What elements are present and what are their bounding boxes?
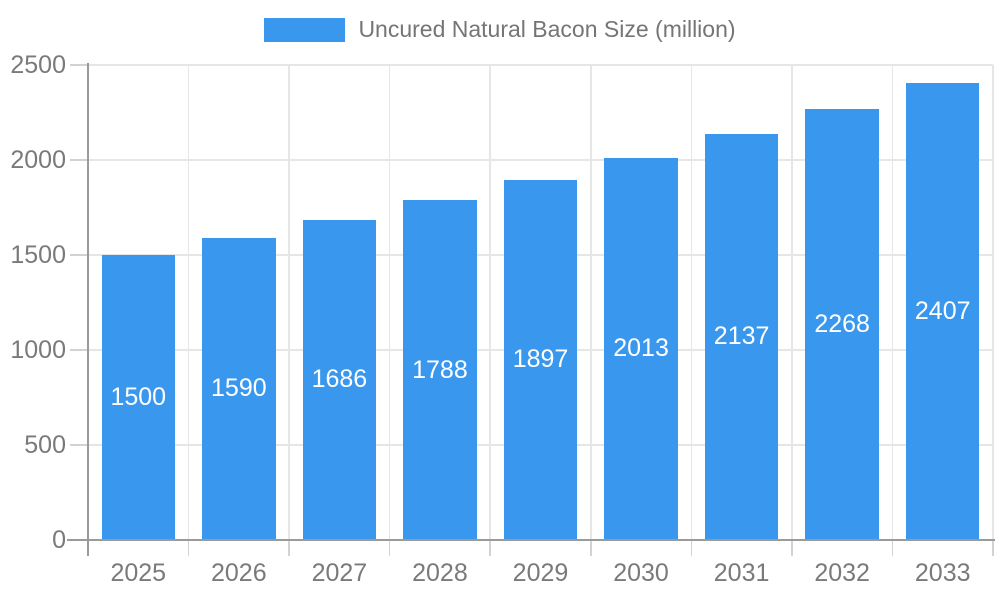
- y-axis-tick-label: 2000: [10, 146, 66, 174]
- x-axis-tick-label: 2029: [512, 559, 569, 587]
- x-axis-tick: [187, 540, 190, 556]
- x-axis-tick: [992, 540, 994, 556]
- x-axis-tick: [891, 540, 894, 556]
- y-axis-tick: [70, 159, 88, 161]
- bar-value-label: 1897: [512, 345, 569, 374]
- bar: 2268: [805, 109, 879, 540]
- bar-value-label: 2137: [713, 322, 770, 351]
- legend-label: Uncured Natural Bacon Size (million): [358, 16, 736, 42]
- x-axis-tick-label: 2026: [211, 559, 267, 587]
- bar: 1897: [503, 179, 578, 540]
- bar: 1590: [202, 237, 276, 540]
- x-axis-tick-label: 2025: [110, 559, 167, 587]
- bar: 2137: [704, 133, 779, 540]
- gridline-horizontal: [88, 159, 993, 161]
- gridline-vertical: [288, 65, 290, 540]
- bar-value-label: 2407: [914, 296, 971, 325]
- y-axis-tick: [70, 444, 88, 446]
- y-axis-tick: [70, 349, 88, 351]
- bar-value-label: 1686: [311, 365, 368, 394]
- x-axis-tick: [388, 540, 391, 556]
- y-axis-tick: [70, 254, 88, 256]
- legend-swatch: [264, 17, 346, 42]
- x-axis-tick-label: 2030: [613, 559, 669, 587]
- x-axis-tick-label: 2032: [814, 559, 870, 587]
- bar: 1686: [302, 219, 377, 540]
- x-axis-tick-label: 2031: [713, 559, 770, 587]
- x-axis-tick-label: 2027: [311, 559, 368, 587]
- x-axis-tick-label: 2028: [412, 559, 468, 587]
- gridline-vertical: [891, 65, 894, 540]
- y-axis-tick-label: 1000: [10, 336, 66, 364]
- bar-value-label: 2268: [814, 310, 870, 339]
- legend-item[interactable]: Uncured Natural Bacon Size (million): [264, 16, 736, 43]
- bar-value-label: 1500: [110, 383, 167, 411]
- x-axis-tick: [489, 540, 491, 556]
- y-axis-tick: [70, 64, 88, 66]
- x-axis-tick-label: 2033: [914, 559, 971, 587]
- gridline-vertical: [590, 65, 592, 540]
- bar: 2013: [604, 157, 678, 540]
- bar: 1788: [403, 200, 477, 540]
- y-axis-tick-label: 500: [24, 431, 66, 459]
- gridline-vertical: [791, 65, 793, 540]
- x-axis-tick: [690, 540, 693, 556]
- y-axis-tick-label: 1500: [10, 241, 66, 269]
- bar-value-label: 1788: [412, 355, 468, 384]
- bar: 1500: [101, 255, 176, 540]
- x-axis-tick: [590, 540, 592, 556]
- bar-value-label: 2013: [613, 334, 669, 363]
- gridline-vertical: [388, 65, 391, 540]
- bar-value-label: 1590: [211, 374, 267, 403]
- y-axis-line: [87, 63, 89, 556]
- y-axis-tick-label: 2500: [10, 51, 66, 79]
- y-axis-tick-label: 0: [52, 526, 66, 554]
- x-axis-tick: [791, 540, 793, 556]
- x-axis-line: [67, 539, 995, 541]
- gridline-horizontal: [88, 64, 993, 66]
- legend: Uncured Natural Bacon Size (million): [0, 16, 1000, 43]
- gridline-vertical: [690, 65, 693, 540]
- x-axis-tick: [288, 540, 290, 556]
- gridline-vertical: [489, 65, 491, 540]
- gridline-vertical: [992, 65, 994, 540]
- gridline-vertical: [187, 65, 190, 540]
- bar: 2407: [905, 82, 980, 540]
